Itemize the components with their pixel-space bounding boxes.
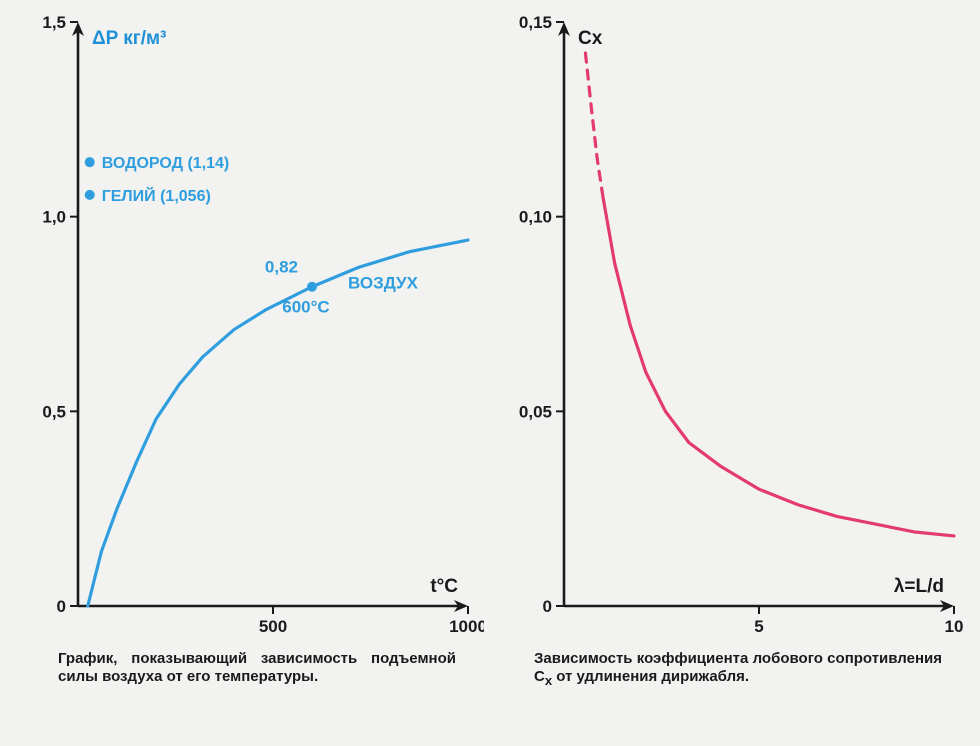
svg-text:0,5: 0,5 bbox=[42, 402, 66, 421]
left-caption: График, показывающий зависимость подъемн… bbox=[14, 646, 480, 685]
left-chart: 500100000,51,01,5t°CΔP кг/м³0,82600°CВОЗ… bbox=[14, 6, 480, 646]
svg-text:0: 0 bbox=[57, 597, 66, 616]
svg-text:t°C: t°C bbox=[430, 576, 458, 597]
right-caption-sym: Cx bbox=[534, 668, 552, 685]
svg-text:ВОДОРОД (1,14): ВОДОРОД (1,14) bbox=[102, 155, 230, 172]
svg-text:0,15: 0,15 bbox=[519, 13, 552, 32]
right-caption-post: от удлинения дирижабля. bbox=[552, 668, 749, 685]
svg-text:Cx: Cx bbox=[578, 28, 603, 49]
svg-text:ΔP кг/м³: ΔP кг/м³ bbox=[92, 28, 166, 49]
svg-text:λ=L/d: λ=L/d bbox=[894, 576, 944, 597]
right-panel: 5 10 0 0,05 0,10 0,15 λ=L/d Cx Зависимость коэф… bbox=[490, 0, 980, 746]
figure-pair: 500 1000 0 0,5 1,0 1,5 t°C ΔP кг/м³ 0,82 600°C ВОЗ… bbox=[0, 0, 980, 746]
right-chart: 5 10 0 0,05 0,10 0,15 λ=L/d Cx bbox=[500, 6, 966, 646]
svg-text:1,0: 1,0 bbox=[42, 208, 66, 227]
svg-text:0,10: 0,10 bbox=[519, 208, 552, 227]
svg-text:0,82: 0,82 bbox=[265, 258, 298, 277]
svg-text:600°C: 600°C bbox=[282, 298, 329, 317]
svg-text:5: 5 bbox=[754, 617, 763, 636]
right-caption-pre: Зависимость коэффициента лобового сопрот… bbox=[534, 650, 942, 667]
right-caption: Зависимость коэффициента лобового сопрот… bbox=[500, 646, 966, 688]
svg-text:0,05: 0,05 bbox=[519, 402, 552, 421]
svg-text:ГЕЛИЙ (1,056): ГЕЛИЙ (1,056) bbox=[102, 186, 211, 205]
svg-text:ВОЗДУХ: ВОЗДУХ bbox=[348, 274, 419, 293]
svg-text:0: 0 bbox=[543, 597, 552, 616]
svg-text:10: 10 bbox=[945, 617, 964, 636]
left-panel: 500 1000 0 0,5 1,0 1,5 t°C ΔP кг/м³ 0,82 600°C ВОЗ… bbox=[0, 0, 490, 746]
svg-text:500: 500 bbox=[259, 617, 287, 636]
svg-text:1,5: 1,5 bbox=[42, 13, 66, 32]
svg-text:1000: 1000 bbox=[449, 617, 484, 636]
